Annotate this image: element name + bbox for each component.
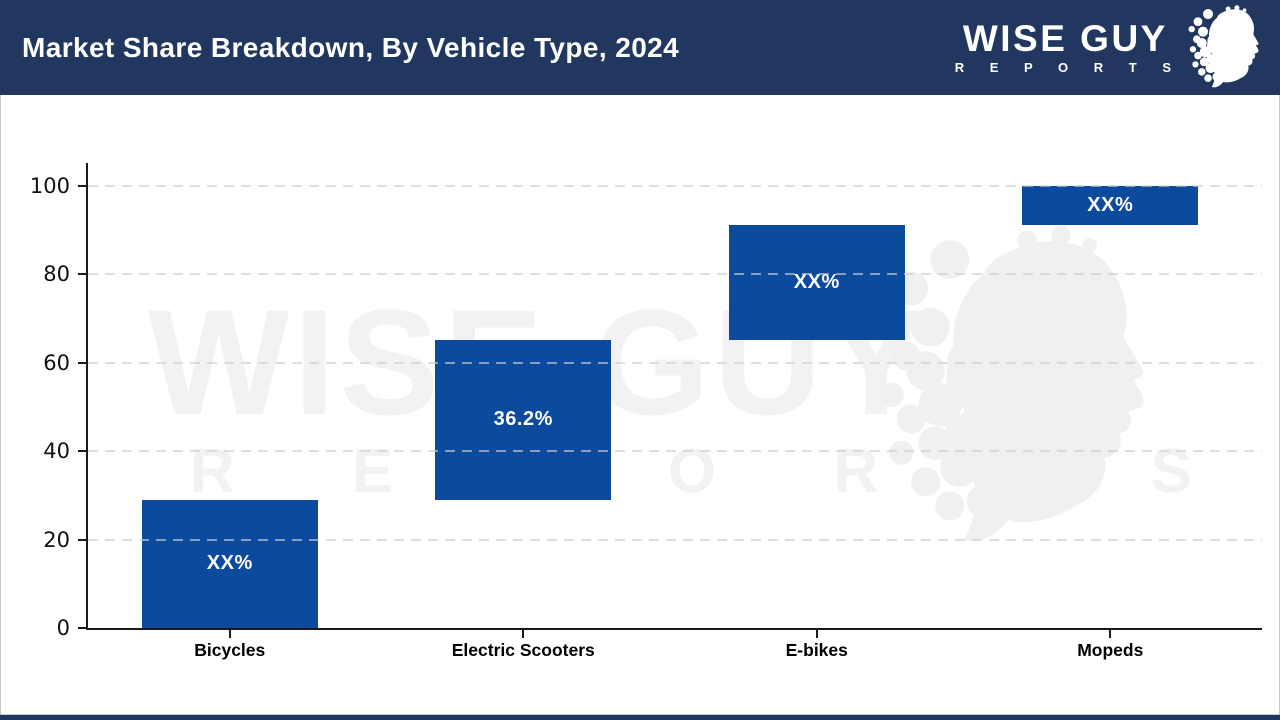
bar-value-label: XX%: [206, 552, 253, 575]
bar-bicycles: XX%: [141, 499, 318, 628]
bar-electric-scooters: 36.2%: [435, 339, 612, 500]
bar-value-label: XX%: [1087, 193, 1134, 216]
y-axis-line: [86, 163, 88, 630]
footer-divider: [0, 714, 1280, 715]
y-tick-mark: [78, 627, 86, 629]
watermark-dotted-face-icon: [874, 225, 1144, 542]
x-category-label: Bicycles: [194, 640, 266, 660]
x-tick-mark: [1109, 630, 1112, 638]
bar-value-label: 36.2%: [493, 408, 553, 431]
gridline: [88, 538, 1262, 541]
gridline: [88, 273, 1262, 276]
gridline: [88, 185, 1262, 187]
y-tick-label: 100: [29, 174, 70, 198]
page-title: Market Share Breakdown, By Vehicle Type,…: [22, 31, 680, 63]
footer-bar: [0, 715, 1280, 720]
x-tick-mark: [228, 630, 231, 638]
gridline: [88, 450, 1262, 453]
y-tick-label: 0: [56, 616, 70, 640]
x-tick-mark: [522, 630, 525, 638]
x-axis-line: [86, 628, 1262, 630]
y-tick-mark: [78, 361, 86, 364]
brand-logo: WISE GUY R E P O R T S: [949, 4, 1280, 92]
y-tick-label: 40: [43, 439, 70, 464]
y-tick-mark: [78, 450, 86, 453]
bar-value-label: XX%: [793, 270, 840, 293]
y-tick-mark: [78, 185, 86, 187]
bar-e-bikes: XX%: [728, 224, 905, 340]
brand-name: WISE GUY: [962, 17, 1168, 59]
x-category-label: Electric Scooters: [451, 640, 595, 660]
gridline: [88, 361, 1262, 364]
dotted-face-icon: [1188, 4, 1259, 87]
y-tick-mark: [78, 538, 86, 541]
brand-logo-text: WISE GUY R E P O R T S: [949, 17, 1182, 76]
x-category-label: Mopeds: [1077, 640, 1144, 660]
y-tick-label: 20: [43, 527, 70, 552]
x-category-label: E-bikes: [785, 640, 848, 660]
y-tick-label: 80: [43, 262, 70, 287]
bar-mopeds: XX%: [1022, 186, 1199, 225]
y-tick-label: 60: [43, 350, 70, 375]
y-tick-mark: [78, 273, 86, 276]
brand-subname: R E P O R T S: [954, 59, 1182, 75]
header-bar: Market Share Breakdown, By Vehicle Type,…: [0, 0, 1280, 95]
x-tick-mark: [815, 630, 818, 638]
